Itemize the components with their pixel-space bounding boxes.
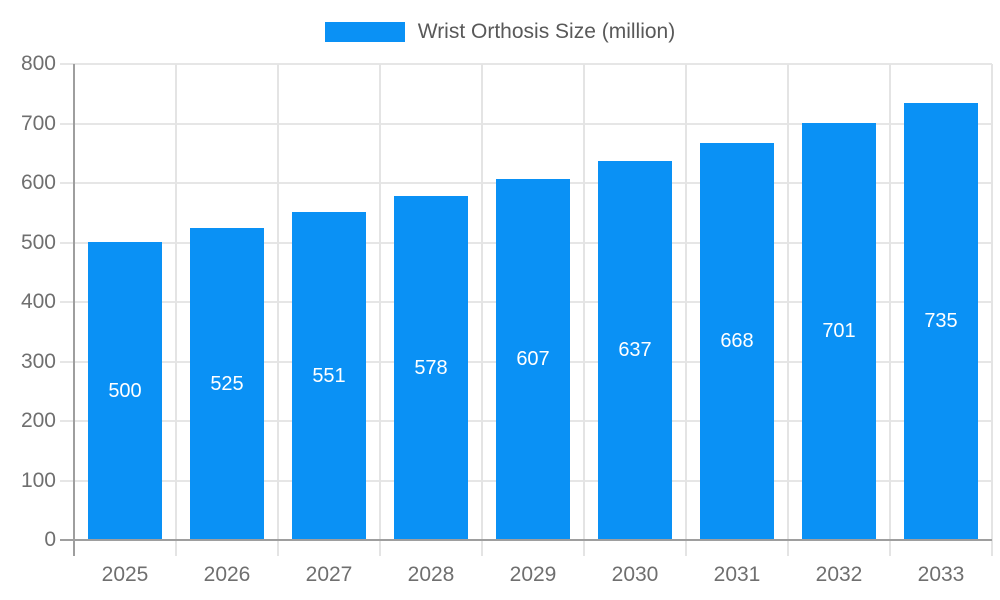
h-gridline xyxy=(60,123,992,125)
y-axis-tick-label: 100 xyxy=(20,469,56,492)
y-axis-tick-label: 700 xyxy=(20,112,56,135)
bar-value-label: 668 xyxy=(720,330,754,352)
legend[interactable]: Wrist Orthosis Size (million) xyxy=(0,20,1000,44)
v-gridline xyxy=(379,64,381,556)
x-axis-tick-label: 2027 xyxy=(305,563,353,586)
y-axis-tick-label: 400 xyxy=(20,290,56,313)
y-axis-tick-label: 500 xyxy=(20,231,56,254)
x-axis-tick-label: 2029 xyxy=(509,563,557,586)
v-gridline xyxy=(481,64,483,556)
y-axis-tick-label: 300 xyxy=(20,350,56,373)
bar-value-label: 701 xyxy=(822,320,856,342)
bar-value-label: 637 xyxy=(618,339,652,361)
bar[interactable]: 668 xyxy=(700,143,774,540)
y-axis-tick-label: 200 xyxy=(20,409,56,432)
bar[interactable]: 551 xyxy=(292,212,366,540)
v-gridline xyxy=(787,64,789,556)
x-axis-tick-label: 2026 xyxy=(203,563,251,586)
v-gridline xyxy=(277,64,279,556)
bar-value-label: 500 xyxy=(108,379,142,402)
bar-value-label: 607 xyxy=(516,348,550,370)
x-axis-line xyxy=(60,539,992,541)
x-axis-tick-label: 2028 xyxy=(407,563,455,586)
bar[interactable]: 735 xyxy=(904,103,978,540)
bar-value-label: 551 xyxy=(312,364,346,387)
v-gridline xyxy=(889,64,891,556)
bar[interactable]: 500 xyxy=(88,242,162,540)
bar[interactable]: 578 xyxy=(394,196,468,540)
x-axis-tick-label: 2030 xyxy=(611,563,659,586)
bar[interactable]: 637 xyxy=(598,161,672,540)
y-axis-tick-label: 800 xyxy=(20,52,56,75)
v-gridline xyxy=(685,64,687,556)
legend-label: Wrist Orthosis Size (million) xyxy=(417,20,676,43)
bar[interactable]: 607 xyxy=(496,179,570,540)
legend-swatch xyxy=(324,22,405,42)
x-axis-tick-label: 2031 xyxy=(713,563,761,586)
y-axis-line xyxy=(73,64,75,556)
h-gridline xyxy=(60,63,992,65)
bar-value-label: 578 xyxy=(414,356,448,379)
bar-value-label: 525 xyxy=(210,372,244,395)
x-axis-tick-label: 2033 xyxy=(917,563,965,586)
x-axis-tick-label: 2025 xyxy=(101,563,149,586)
bar-value-label: 735 xyxy=(924,310,958,332)
y-axis-tick-label: 600 xyxy=(20,171,56,194)
v-gridline xyxy=(991,64,993,556)
bar[interactable]: 525 xyxy=(190,228,264,540)
v-gridline xyxy=(583,64,585,556)
bar[interactable]: 701 xyxy=(802,123,876,540)
v-gridline xyxy=(175,64,177,556)
y-axis-tick-label: 0 xyxy=(44,528,56,551)
x-axis-tick-label: 2032 xyxy=(815,563,863,586)
